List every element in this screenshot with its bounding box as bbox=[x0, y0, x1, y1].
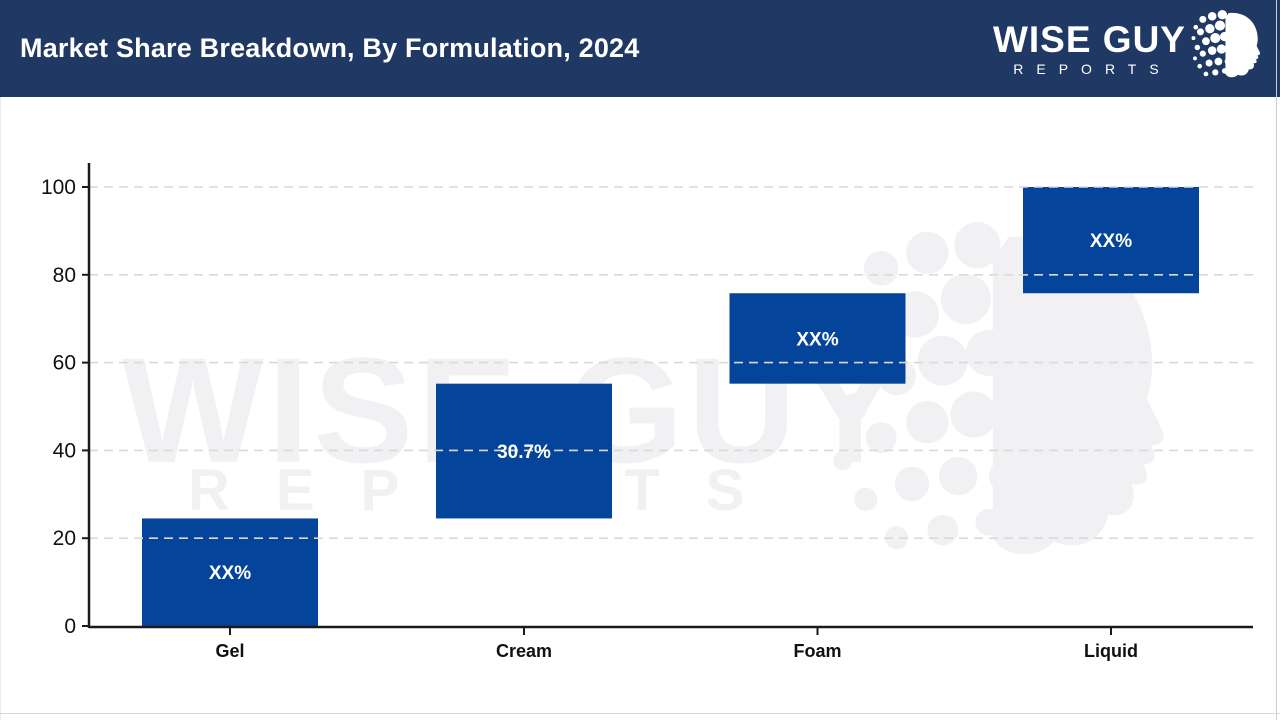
y-tick-label: 0 bbox=[64, 615, 76, 638]
bar-label-gel: XX% bbox=[209, 563, 251, 584]
report-header: Market Share Breakdown, By Formulation, … bbox=[0, 0, 1280, 97]
y-tick-label: 20 bbox=[53, 527, 76, 550]
watermark-head-icon bbox=[825, 222, 1164, 555]
logo-line1: WISE GUY bbox=[992, 19, 1186, 60]
chart-title: Market Share Breakdown, By Formulation, … bbox=[20, 33, 640, 63]
bar-foam bbox=[729, 293, 906, 384]
chart-area: WISE GUY REPORTS 0 20 40 60 80 bbox=[0, 97, 1280, 720]
wise-guy-head-icon bbox=[1191, 9, 1261, 77]
axes: 0 20 40 60 80 100 Gel Cream Foam Liquid bbox=[41, 163, 1253, 661]
wise-guy-logo: WISE GUY REPORTS bbox=[993, 8, 1266, 90]
x-tick-label-liquid: Liquid bbox=[1084, 641, 1138, 661]
page-bottom-hairline bbox=[0, 713, 1280, 714]
watermark: WISE GUY REPORTS bbox=[122, 222, 1164, 555]
bar-labels: XX% 30.7% XX% XX% bbox=[209, 231, 1132, 584]
y-tick-label: 40 bbox=[53, 439, 76, 462]
x-tick-label-foam: Foam bbox=[793, 641, 841, 661]
y-tick-label: 80 bbox=[53, 264, 76, 287]
bar-label-liquid: XX% bbox=[1090, 231, 1132, 252]
logo-wordmark: WISE GUY REPORTS bbox=[993, 21, 1186, 76]
page-border-left bbox=[0, 97, 1, 720]
x-tick-label-cream: Cream bbox=[496, 641, 552, 661]
bar-gel bbox=[142, 518, 318, 626]
waterfall-chart: WISE GUY REPORTS 0 20 40 60 80 bbox=[41, 163, 1258, 661]
logo-line2: REPORTS bbox=[1013, 61, 1172, 77]
x-tick-label-gel: Gel bbox=[215, 641, 244, 661]
y-tick-label: 100 bbox=[41, 176, 76, 199]
bar-label-cream: 30.7% bbox=[497, 442, 551, 463]
page-border-right bbox=[1276, 0, 1277, 720]
y-tick-label: 60 bbox=[53, 352, 76, 375]
bar-label-foam: XX% bbox=[796, 329, 838, 350]
